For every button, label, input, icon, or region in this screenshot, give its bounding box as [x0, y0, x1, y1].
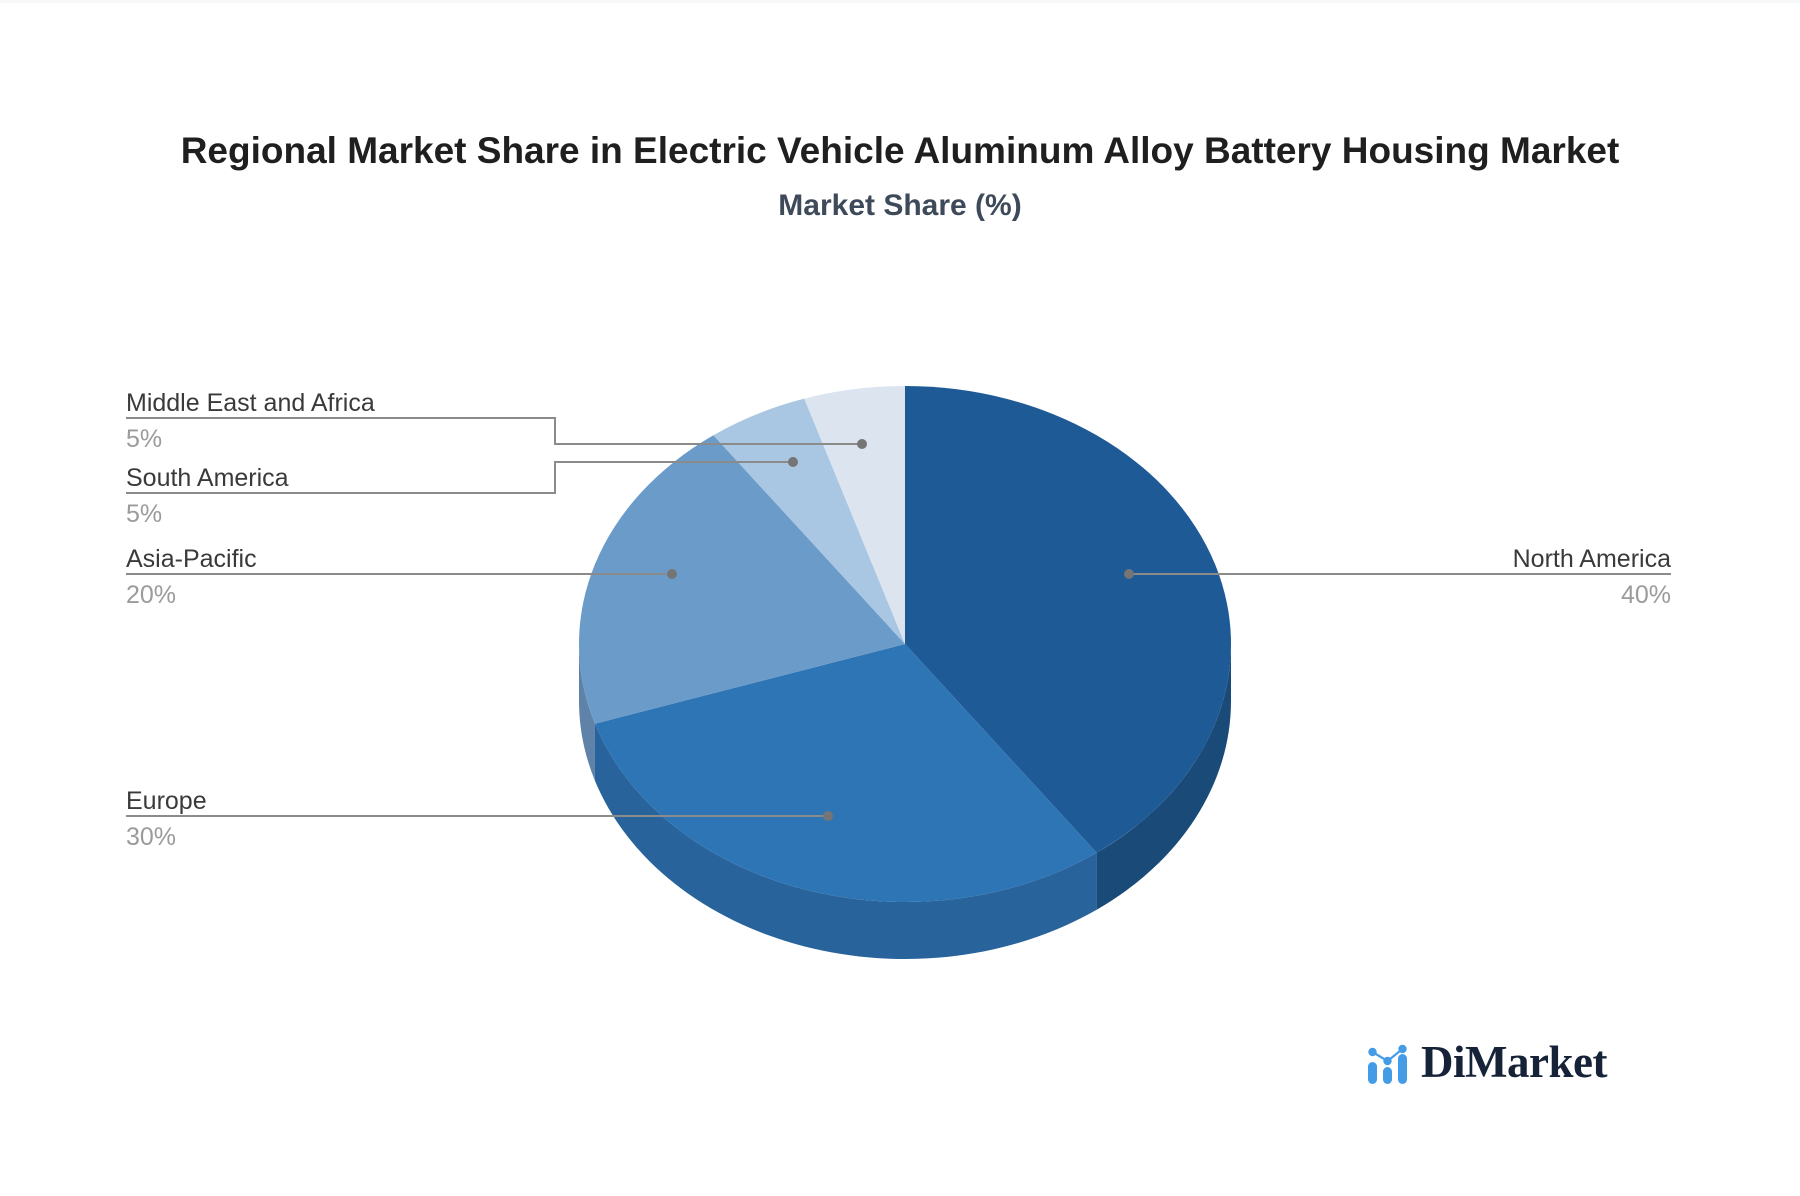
chart-title: Regional Market Share in Electric Vehicl… — [180, 130, 1620, 171]
callout-pct-north-america: 40% — [1620, 581, 1671, 609]
brand-logo: DiMarket — [1366, 1038, 1607, 1086]
top-edge — [0, 0, 1800, 3]
callout-pct-south-america: 5% — [126, 500, 163, 528]
callout-label-middle-east-and-africa: Middle East and Africa — [126, 389, 375, 417]
chart-subtitle: Market Share (%) — [778, 189, 1022, 222]
callout-label-asia-pacific: Asia-Pacific — [126, 545, 257, 573]
brand-logo-text: DiMarket — [1421, 1037, 1607, 1087]
callout-pct-middle-east-and-africa: 5% — [126, 425, 163, 453]
callout-label-europe: Europe — [126, 787, 207, 815]
callout-pct-europe: 30% — [126, 823, 177, 851]
callout-label-south-america: South America — [126, 464, 289, 492]
callout-pct-asia-pacific: 20% — [126, 581, 177, 609]
callout-label-north-america: North America — [1512, 545, 1671, 573]
bar-chart-logo-icon — [1368, 1044, 1407, 1084]
